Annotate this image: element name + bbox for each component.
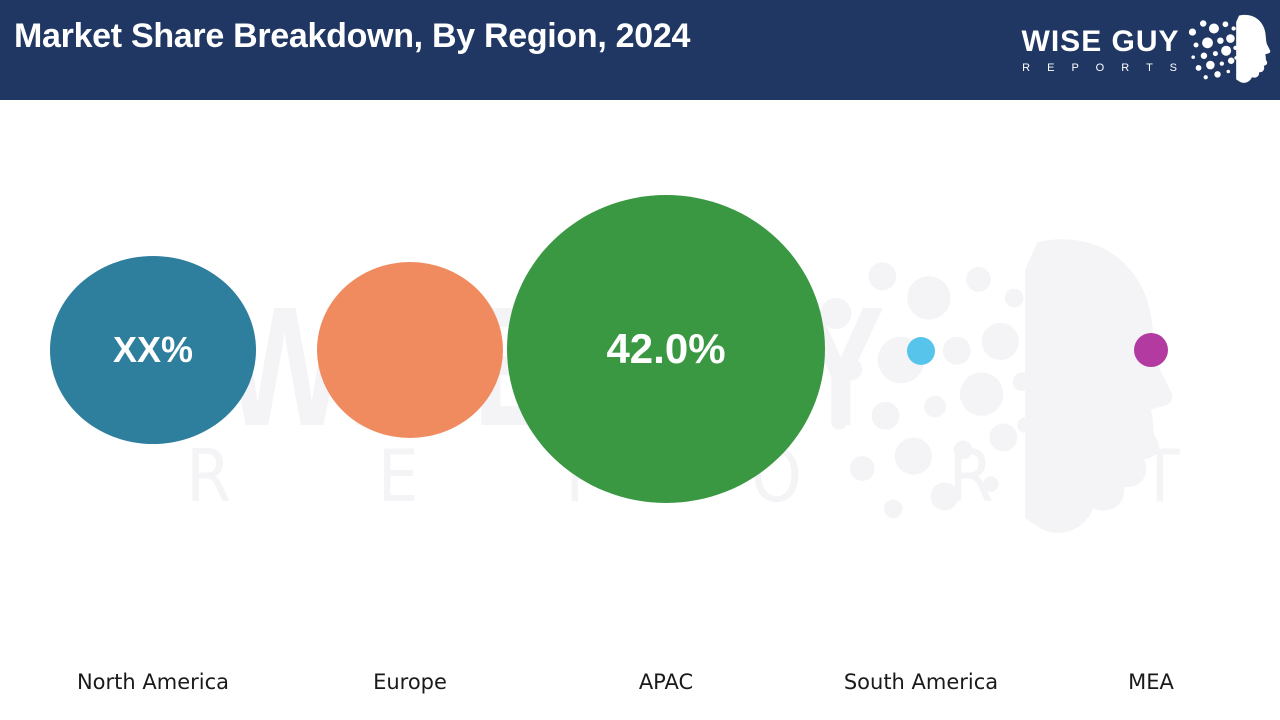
watermark-face-icon [820,239,1173,533]
category-label-apac: APAC [638,670,694,694]
wiseguy-logo-text: WISE GUY R E P O R T S [1017,24,1184,74]
bubble-north-america: XX% [50,256,256,444]
header-bar: Market Share Breakdown, By Region, 2024 … [0,0,1280,100]
wiseguy-face-logo-icon [1188,14,1271,83]
logo-brand-name: WISE GUY [1021,24,1180,58]
wiseguy-logo: WISE GUY R E P O R T S [1017,10,1272,90]
page-title: Market Share Breakdown, By Region, 2024 [14,16,691,55]
category-label-europe: Europe [373,670,447,694]
bubble-apac: 42.0% [507,195,825,503]
bubble-value-label: XX% [112,329,194,370]
category-label-north-america: North America [76,670,230,694]
bubble-europe [317,262,503,438]
category-label-south-america: South America [843,670,999,694]
bubble-mea [1134,333,1168,367]
category-label-mea: MEA [1128,670,1174,694]
bubble-south-america [907,337,935,365]
logo-brand-subtitle: R E P O R T S [1022,61,1184,74]
bubble-value-label: 42.0% [606,325,726,372]
